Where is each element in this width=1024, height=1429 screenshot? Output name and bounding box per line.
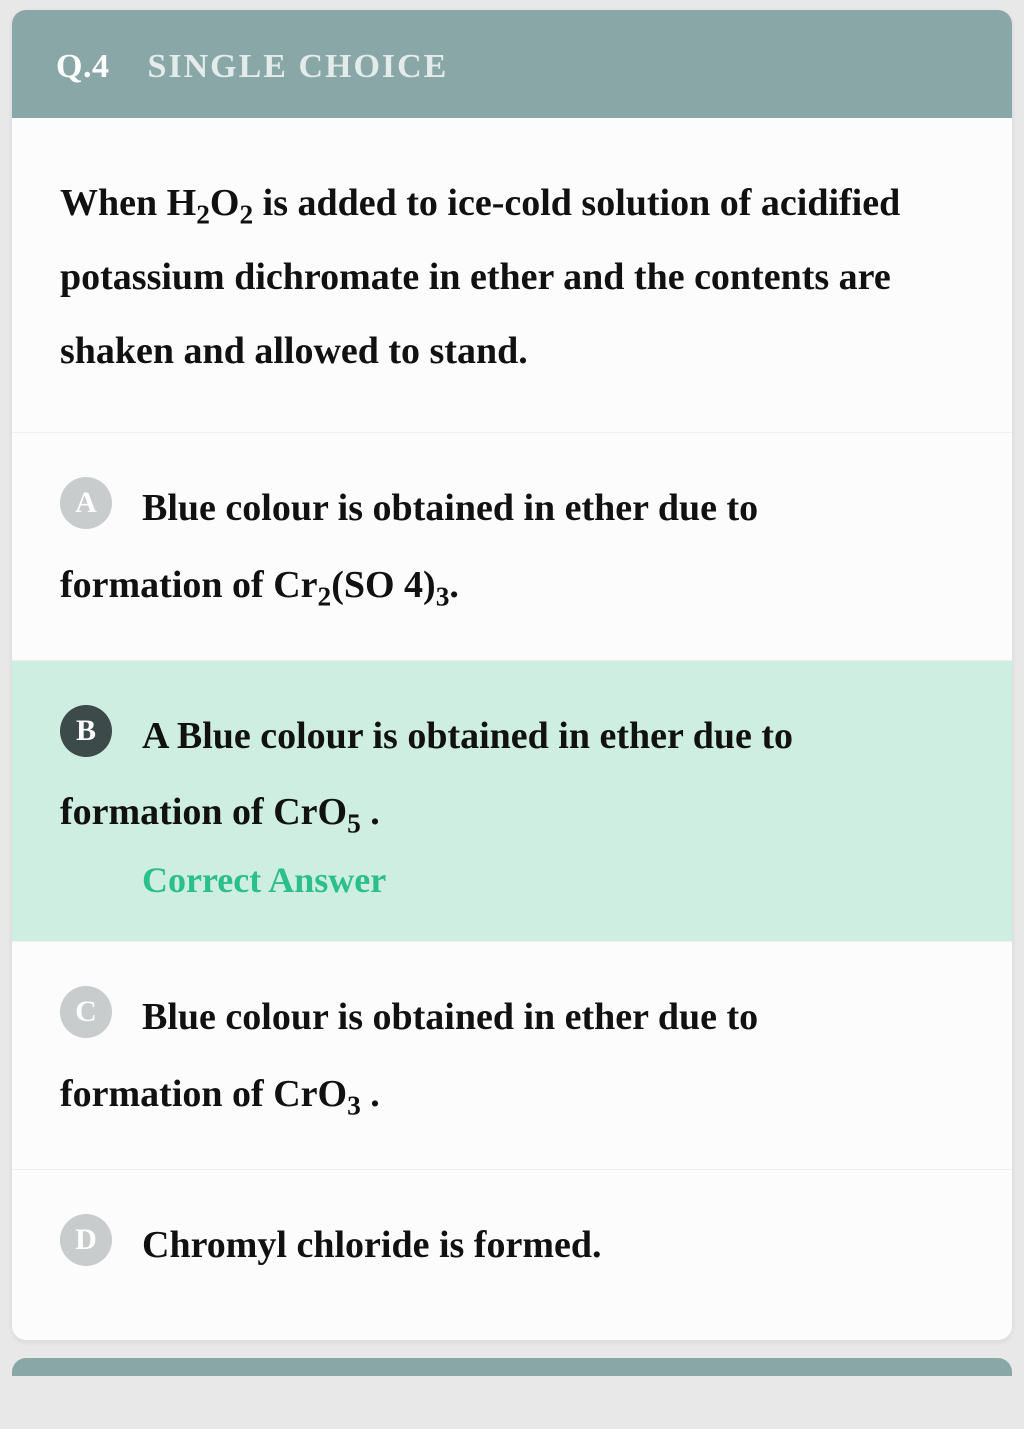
question-formula: H2O2 (167, 182, 254, 224)
option-formula: CrO5 (273, 791, 361, 833)
option-row: B A Blue colour is obtained in ether due… (60, 701, 964, 848)
option-line1: Chromyl chloride is formed. (142, 1224, 601, 1266)
option-c[interactable]: C Blue colour is obtained in ether due t… (12, 942, 1012, 1170)
option-line1: A Blue colour is obtained in ether due t… (142, 715, 793, 757)
question-prefix: When (60, 182, 167, 224)
option-row: C Blue colour is obtained in ether due t… (60, 982, 964, 1129)
question-card: Q.4 SINGLE CHOICE When H2O2 is added to … (12, 10, 1012, 1340)
option-line2: formation of CrO3 . (60, 1059, 758, 1129)
option-badge-d: D (60, 1214, 112, 1266)
option-badge-c: C (60, 986, 112, 1038)
option-line2-suffix: . (449, 564, 459, 606)
option-text: Blue colour is obtained in ether due to … (142, 473, 758, 620)
option-line2-suffix: . (361, 1073, 380, 1115)
option-text: Chromyl chloride is formed. (142, 1210, 601, 1280)
correct-answer-label: Correct Answer (142, 859, 964, 901)
option-line2-prefix: formation of (60, 791, 273, 833)
option-line2: formation of Cr2(SO 4)3. (60, 550, 758, 620)
option-text: Blue colour is obtained in ether due to … (142, 982, 758, 1129)
question-text: When H2O2 is added to ice-cold solution … (12, 118, 1012, 433)
question-type: SINGLE CHOICE (147, 48, 448, 86)
question-number: Q.4 (56, 48, 109, 86)
option-d[interactable]: D Chromyl chloride is formed. (12, 1170, 1012, 1340)
option-line2-prefix: formation of (60, 1073, 273, 1115)
option-badge-a: A (60, 477, 112, 529)
option-row: A Blue colour is obtained in ether due t… (60, 473, 964, 620)
option-formula: CrO3 (273, 1073, 361, 1115)
option-line2-prefix: formation of (60, 564, 273, 606)
option-line2-suffix: . (361, 791, 380, 833)
option-formula: Cr2(SO 4)3 (273, 564, 449, 606)
option-row: D Chromyl chloride is formed. (60, 1210, 964, 1280)
next-card-peek (12, 1358, 1012, 1376)
option-line2: formation of CrO5 . (60, 777, 793, 847)
question-header: Q.4 SINGLE CHOICE (12, 10, 1012, 118)
option-badge-b: B (60, 705, 112, 757)
option-text: A Blue colour is obtained in ether due t… (142, 701, 793, 848)
option-line1: Blue colour is obtained in ether due to (142, 487, 758, 529)
option-a[interactable]: A Blue colour is obtained in ether due t… (12, 433, 1012, 661)
option-line1: Blue colour is obtained in ether due to (142, 996, 758, 1038)
option-b[interactable]: B A Blue colour is obtained in ether due… (12, 661, 1012, 943)
